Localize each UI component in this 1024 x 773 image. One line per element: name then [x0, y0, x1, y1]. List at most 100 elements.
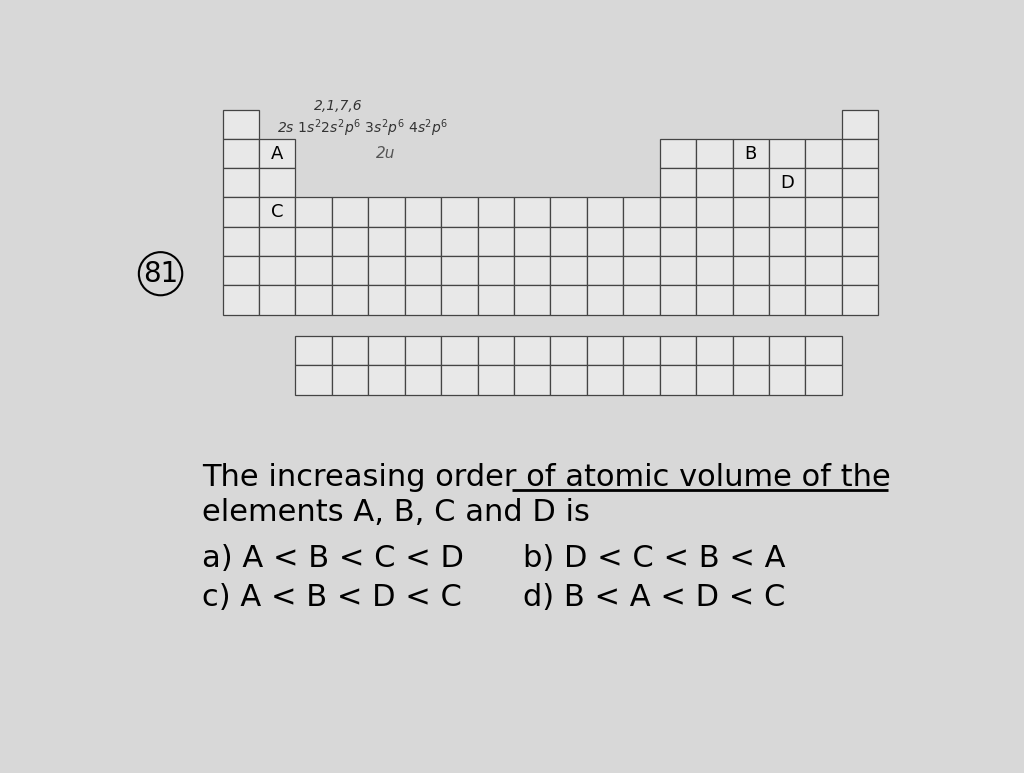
Text: 81: 81	[143, 260, 178, 288]
Bar	[732, 169, 769, 197]
Bar	[805, 226, 842, 256]
Bar	[805, 169, 842, 197]
Bar	[332, 366, 369, 394]
Circle shape	[139, 252, 182, 295]
Bar	[259, 256, 295, 285]
Bar	[477, 336, 514, 366]
Bar	[404, 256, 441, 285]
Bar	[477, 285, 514, 315]
Bar	[295, 226, 332, 256]
Text: D: D	[780, 174, 794, 192]
Bar	[477, 197, 514, 226]
Bar	[842, 256, 879, 285]
Text: b) D < C < B < A: b) D < C < B < A	[523, 544, 785, 573]
Bar	[805, 256, 842, 285]
Bar	[222, 226, 259, 256]
Bar	[259, 139, 295, 169]
Bar	[769, 285, 805, 315]
Bar	[587, 226, 624, 256]
Bar	[550, 226, 587, 256]
Bar	[404, 197, 441, 226]
Bar	[295, 256, 332, 285]
Bar	[732, 226, 769, 256]
Bar	[696, 197, 732, 226]
Bar	[550, 366, 587, 394]
Bar	[696, 366, 732, 394]
Bar	[659, 226, 696, 256]
Bar	[769, 197, 805, 226]
Bar	[514, 197, 550, 226]
Bar	[550, 336, 587, 366]
Bar	[332, 256, 369, 285]
Bar	[477, 226, 514, 256]
Bar	[441, 285, 477, 315]
Bar	[477, 366, 514, 394]
Bar	[659, 169, 696, 197]
Bar	[842, 110, 879, 139]
Bar	[659, 139, 696, 169]
Bar	[369, 256, 404, 285]
Text: C: C	[271, 203, 284, 221]
Bar	[805, 336, 842, 366]
Bar	[769, 366, 805, 394]
Bar	[805, 197, 842, 226]
Bar	[404, 366, 441, 394]
Text: d) B < A < D < C: d) B < A < D < C	[523, 583, 785, 611]
Bar	[696, 256, 732, 285]
Bar	[732, 139, 769, 169]
Bar	[441, 226, 477, 256]
Bar	[587, 256, 624, 285]
Bar	[842, 139, 879, 169]
Bar	[624, 197, 659, 226]
Text: 2s $1s^{2}2s^{2}p^{6}$ $3s^{2}p^{6}$ $4s^{2}p^{6}$: 2s $1s^{2}2s^{2}p^{6}$ $3s^{2}p^{6}$ $4s…	[278, 117, 449, 139]
Text: B: B	[744, 145, 757, 162]
Bar	[369, 197, 404, 226]
Text: elements A, B, C and D is: elements A, B, C and D is	[202, 498, 590, 527]
Bar	[369, 285, 404, 315]
Bar	[222, 197, 259, 226]
Bar	[295, 197, 332, 226]
Text: a) A < B < C < D: a) A < B < C < D	[202, 544, 464, 573]
Text: A: A	[271, 145, 284, 162]
Bar	[732, 336, 769, 366]
Bar	[769, 139, 805, 169]
Bar	[514, 336, 550, 366]
Bar	[769, 256, 805, 285]
Bar	[842, 226, 879, 256]
Bar	[369, 336, 404, 366]
Bar	[696, 226, 732, 256]
Bar	[732, 256, 769, 285]
Bar	[805, 285, 842, 315]
Bar	[222, 256, 259, 285]
Bar	[587, 336, 624, 366]
Bar	[732, 366, 769, 394]
Bar	[769, 226, 805, 256]
Bar	[659, 256, 696, 285]
Bar	[624, 285, 659, 315]
Bar	[404, 285, 441, 315]
Bar	[222, 169, 259, 197]
Bar	[259, 169, 295, 197]
Bar	[550, 285, 587, 315]
Bar	[624, 336, 659, 366]
Bar	[222, 110, 259, 139]
Bar	[404, 336, 441, 366]
Text: c) A < B < D < C: c) A < B < D < C	[202, 583, 462, 611]
Bar	[332, 285, 369, 315]
Bar	[659, 336, 696, 366]
Bar	[624, 366, 659, 394]
Bar	[441, 336, 477, 366]
Bar	[369, 226, 404, 256]
Bar	[696, 285, 732, 315]
Bar	[805, 366, 842, 394]
Bar	[369, 366, 404, 394]
Bar	[295, 285, 332, 315]
Text: 2,1,7,6: 2,1,7,6	[313, 99, 362, 113]
Bar	[842, 197, 879, 226]
Bar	[332, 336, 369, 366]
Bar	[550, 197, 587, 226]
Bar	[696, 169, 732, 197]
Bar	[842, 169, 879, 197]
Bar	[624, 226, 659, 256]
Bar	[587, 366, 624, 394]
